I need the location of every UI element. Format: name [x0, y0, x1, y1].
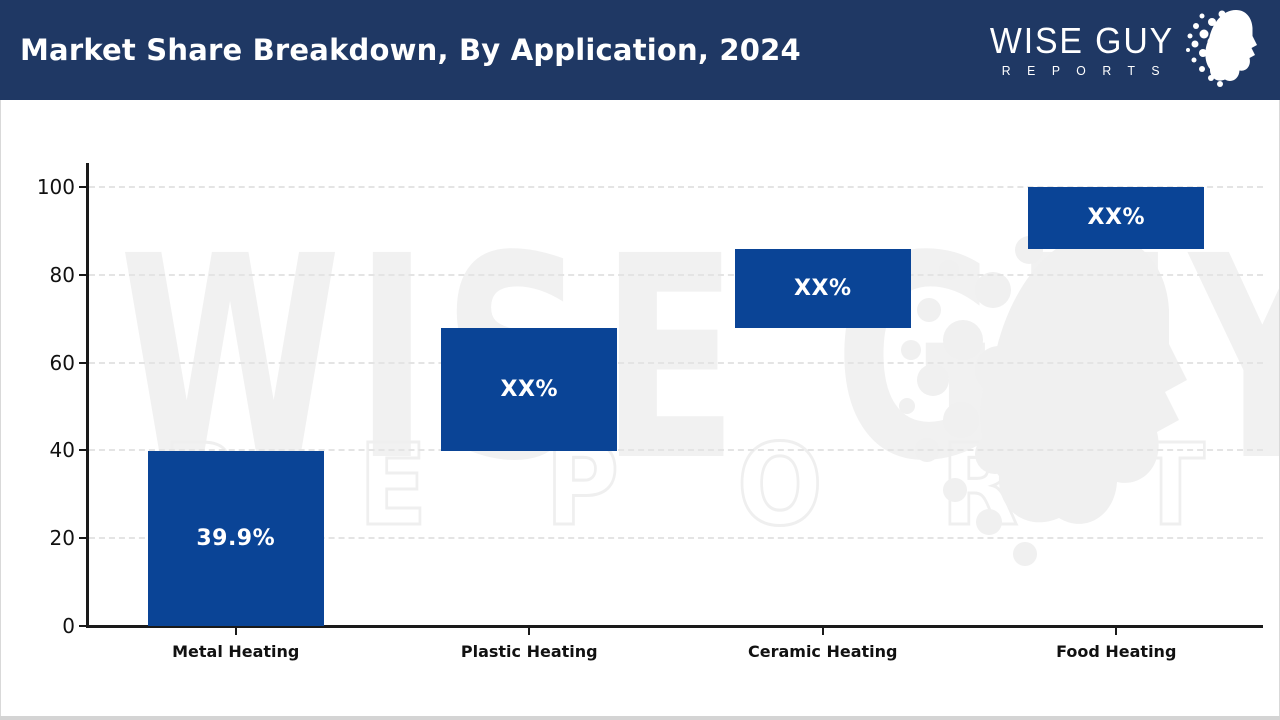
header-bar: Market Share Breakdown, By Application, … — [0, 0, 1280, 100]
gridline-60 — [89, 361, 1263, 364]
y-tick-label: 60 — [49, 350, 75, 375]
brand-logo: WISE GUY R E P O R T S — [984, 6, 1260, 94]
gridline-20 — [89, 537, 1263, 540]
bar-food-heating: XX% — [1028, 187, 1205, 249]
y-tick-mark — [79, 625, 88, 627]
gridline-80 — [89, 273, 1263, 276]
x-category-label: Ceramic Heating — [747, 642, 898, 661]
y-axis-line — [86, 163, 89, 628]
brand-face-icon — [1186, 10, 1257, 87]
bar-ceramic-heating: XX% — [734, 248, 911, 328]
brand-logo-subtitle: R E P O R T S — [1001, 63, 1167, 78]
x-tick-mark — [528, 628, 531, 635]
y-tick-label: 100 — [36, 175, 75, 199]
x-tick-mark — [821, 628, 824, 635]
x-category-label: Plastic Heating — [460, 642, 598, 661]
y-tick-label: 80 — [49, 262, 75, 287]
x-axis-line — [86, 625, 1263, 628]
x-tick-mark — [234, 628, 237, 635]
x-tick-mark — [1115, 628, 1118, 635]
y-tick-mark — [79, 537, 88, 540]
y-tick-mark — [79, 186, 88, 188]
bar-value-label: XX% — [500, 376, 558, 402]
bar-plastic-heating: XX% — [441, 327, 618, 451]
brand-logo-text: WISE GUY R E P O R T S — [989, 20, 1175, 78]
bar-value-label: 39.9% — [196, 525, 276, 551]
y-tick-mark — [79, 273, 88, 276]
bottom-strip — [0, 716, 1280, 720]
x-category-label: Food Heating — [1056, 642, 1177, 661]
bar-metal-heating: 39.9% — [147, 450, 324, 626]
bar-value-label: XX% — [794, 275, 852, 301]
y-tick-label: 0 — [62, 614, 75, 638]
x-category-label: Metal Heating — [172, 642, 300, 661]
gridline-40 — [89, 449, 1263, 452]
page-title: Market Share Breakdown, By Application, … — [20, 33, 801, 67]
brand-logo-name: WISE GUY — [989, 20, 1175, 61]
y-tick-mark — [79, 449, 88, 452]
waterfall-chart: 0 20 40 60 80 100 39.9% Metal Heating XX% Plastic… — [1, 100, 1279, 716]
y-tick-mark — [79, 361, 88, 364]
y-tick-label: 40 — [49, 438, 75, 463]
y-tick-label: 20 — [49, 526, 75, 551]
gridline-100 — [89, 186, 1263, 188]
bar-value-label: XX% — [1087, 205, 1145, 231]
